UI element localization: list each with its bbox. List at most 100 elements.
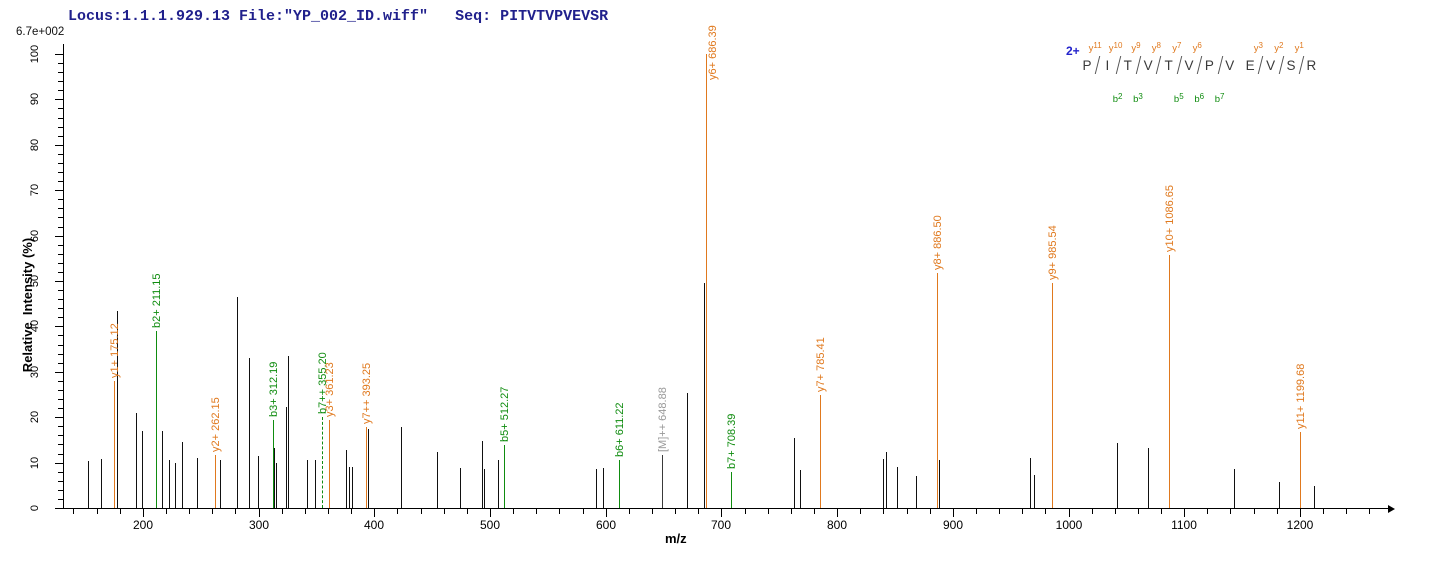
peak-annotation-y1+: y1+ 175.12 xyxy=(109,323,121,378)
y-axis-line xyxy=(63,44,64,509)
x-major-tick xyxy=(1184,509,1185,517)
peptide-residue-R: R xyxy=(1306,58,1317,73)
x-minor-tick xyxy=(305,509,306,514)
y-major-tick xyxy=(55,508,63,509)
b-ion-label-b5: b5 xyxy=(1173,92,1184,105)
y-major-tick xyxy=(55,190,63,191)
x-minor-tick xyxy=(212,509,213,514)
x-minor-tick xyxy=(883,509,884,514)
x-minor-tick xyxy=(1230,509,1231,514)
x-major-tick xyxy=(953,509,954,517)
x-tick-label: 200 xyxy=(132,518,154,532)
peak-annotation-y7+: y7+ 785.41 xyxy=(815,337,827,392)
y-ion-label-y8: y8 xyxy=(1151,41,1161,54)
x-major-tick xyxy=(1069,509,1070,517)
y-ion-label-y2: y2 xyxy=(1274,41,1284,54)
spectrum-header-line: Locus:1.1.1.929.13 File:"YP_002_ID.wiff"… xyxy=(68,8,609,25)
spectrum-peak-y6+ xyxy=(706,54,707,508)
y-minor-tick xyxy=(58,245,63,246)
y-minor-tick xyxy=(58,317,63,318)
x-tick-label: 1100 xyxy=(1171,518,1197,532)
y-minor-tick xyxy=(58,454,63,455)
spectrum-peak xyxy=(916,476,917,508)
spectrum-peak-y7++ xyxy=(366,427,367,508)
spectrum-peak-b5+ xyxy=(504,445,505,508)
spectrum-peak xyxy=(603,468,604,508)
y-tick-label: 80 xyxy=(29,138,41,152)
spectrum-peak-y10+ xyxy=(1169,255,1170,508)
x-tick-label: 300 xyxy=(248,518,270,532)
x-minor-tick xyxy=(467,509,468,514)
x-minor-tick xyxy=(1045,509,1046,514)
x-minor-tick xyxy=(1254,509,1255,514)
x-minor-tick xyxy=(1115,509,1116,514)
peptide-residue-V: V xyxy=(1266,58,1276,73)
spectrum-peak xyxy=(482,441,483,508)
x-major-tick xyxy=(490,509,491,517)
spectrum-peak xyxy=(286,407,287,508)
spectrum-peak xyxy=(249,358,250,508)
precursor-charge-label: 2+ xyxy=(1066,44,1080,58)
y-tick-label: 60 xyxy=(29,229,41,243)
x-tick-label: 400 xyxy=(363,518,385,532)
spectrum-peak xyxy=(596,469,597,508)
spectrum-peak xyxy=(460,468,461,508)
peptide-residue-S: S xyxy=(1286,58,1296,73)
x-tick-label: 1000 xyxy=(1055,518,1083,532)
x-minor-tick xyxy=(351,509,352,514)
y-minor-tick xyxy=(58,345,63,346)
peak-annotation-b6+: b6+ 611.22 xyxy=(614,402,626,457)
spectrum-peak xyxy=(288,356,289,508)
peak-annotation-y10+: y10+ 1086.65 xyxy=(1164,185,1176,252)
x-major-tick xyxy=(259,509,260,517)
x-major-tick xyxy=(143,509,144,517)
x-tick-label: 600 xyxy=(595,518,617,532)
x-minor-tick xyxy=(768,509,769,514)
spectrum-peak xyxy=(349,467,350,508)
y-minor-tick xyxy=(58,217,63,218)
y-major-tick xyxy=(55,99,63,100)
spectrum-peak xyxy=(307,460,308,508)
spectrum-peak xyxy=(401,427,402,508)
spectrum-peak xyxy=(498,460,499,508)
y-minor-tick xyxy=(58,490,63,491)
x-minor-tick xyxy=(559,509,560,514)
y-major-tick xyxy=(55,372,63,373)
y-major-tick xyxy=(55,54,63,55)
y-ion-label-y1: y1 xyxy=(1294,41,1304,54)
spectrum-peak-b6+ xyxy=(619,460,620,508)
y-minor-tick xyxy=(58,199,63,200)
peptide-residue-V: V xyxy=(1143,58,1153,73)
x-minor-tick xyxy=(120,509,121,514)
x-minor-tick xyxy=(328,509,329,514)
peptide-residue-V: V xyxy=(1225,58,1235,73)
y-minor-tick xyxy=(58,363,63,364)
b-ion-label-b3: b3 xyxy=(1133,92,1143,105)
x-minor-tick xyxy=(583,509,584,514)
y-minor-tick xyxy=(58,181,63,182)
spectrum-peak xyxy=(883,459,884,508)
x-minor-tick xyxy=(1161,509,1162,514)
spectrum-peak xyxy=(800,470,801,508)
x-tick-label: 500 xyxy=(479,518,501,532)
b-ion-label-b2: b2 xyxy=(1112,92,1123,105)
spectrum-peak-y1+ xyxy=(114,381,115,508)
spectrum-peak xyxy=(136,413,137,508)
x-minor-tick xyxy=(1323,509,1324,514)
x-minor-tick xyxy=(1346,509,1347,514)
spectrum-peak xyxy=(1030,458,1031,508)
y-minor-tick xyxy=(58,272,63,273)
x-minor-tick xyxy=(421,509,422,514)
peak-annotation-y9+: y9+ 985.54 xyxy=(1047,225,1059,280)
x-minor-tick xyxy=(444,509,445,514)
y-minor-tick xyxy=(58,499,63,500)
y-minor-tick xyxy=(58,335,63,336)
spectrum-peak xyxy=(237,297,238,508)
y-minor-tick xyxy=(58,72,63,73)
y-minor-tick xyxy=(58,354,63,355)
spectrum-peak xyxy=(274,448,275,508)
x-minor-tick xyxy=(397,509,398,514)
peptide-residue-T: T xyxy=(1123,58,1132,73)
y-minor-tick xyxy=(58,81,63,82)
